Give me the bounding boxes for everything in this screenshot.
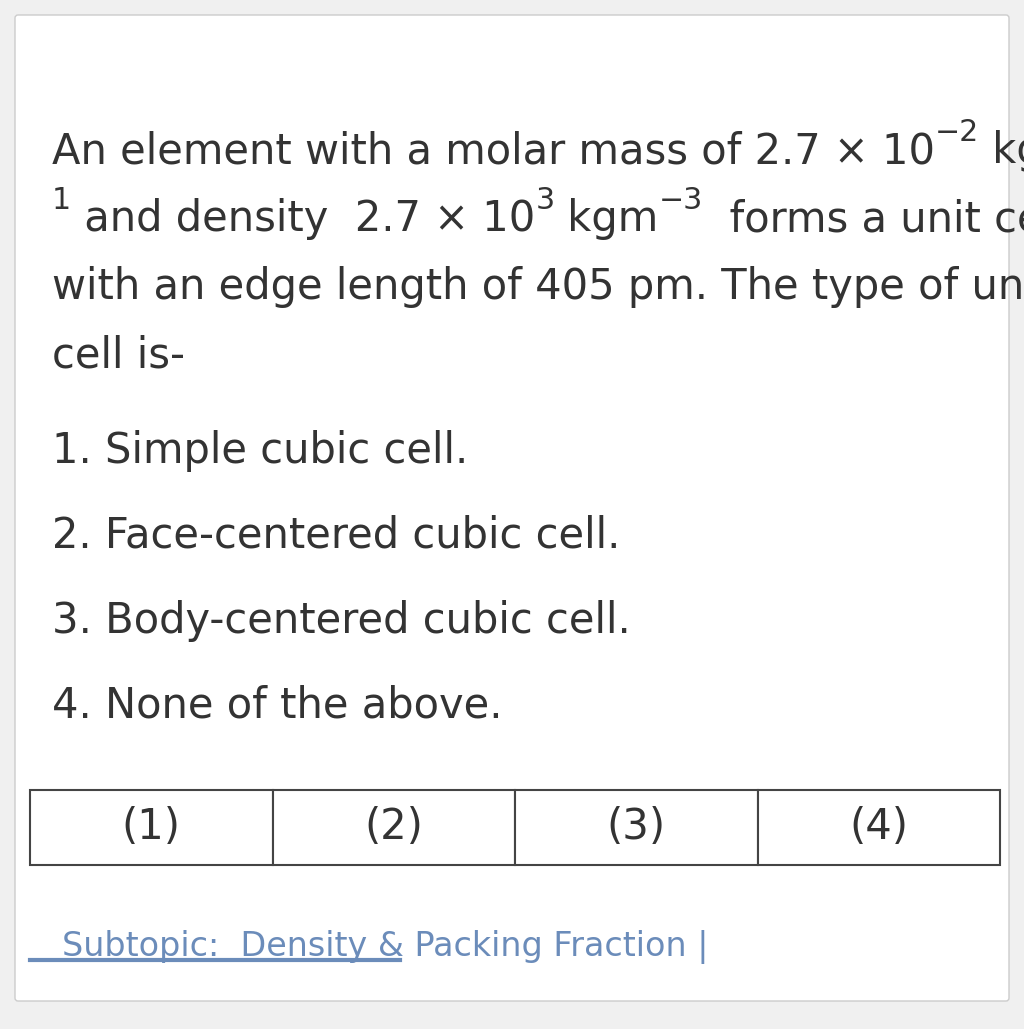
Text: 4. None of the above.: 4. None of the above. xyxy=(52,685,503,728)
Text: 1: 1 xyxy=(52,186,71,215)
Text: 3: 3 xyxy=(536,186,555,215)
Text: kgm: kgm xyxy=(555,198,658,240)
Text: −2: −2 xyxy=(935,118,979,147)
Text: An element with a molar mass of 2.7 × 10: An element with a molar mass of 2.7 × 10 xyxy=(52,130,935,172)
FancyBboxPatch shape xyxy=(15,15,1009,1001)
Text: 2. Face-centered cubic cell.: 2. Face-centered cubic cell. xyxy=(52,514,621,557)
Text: with an edge length of 405 pm. The type of unit: with an edge length of 405 pm. The type … xyxy=(52,267,1024,308)
Text: and density  2.7 × 10: and density 2.7 × 10 xyxy=(71,198,536,240)
Bar xyxy=(515,790,758,865)
Text: (4): (4) xyxy=(849,807,908,849)
Text: (1): (1) xyxy=(122,807,181,849)
Bar xyxy=(30,790,272,865)
Text: kgmol: kgmol xyxy=(979,130,1024,172)
Text: −3: −3 xyxy=(658,186,703,215)
Text: (2): (2) xyxy=(365,807,423,849)
Text: forms a unit cell: forms a unit cell xyxy=(703,198,1024,240)
Text: 3. Body-centered cubic cell.: 3. Body-centered cubic cell. xyxy=(52,600,631,642)
Text: Subtopic:  Density & Packing Fraction |: Subtopic: Density & Packing Fraction | xyxy=(62,930,709,964)
Text: 1. Simple cubic cell.: 1. Simple cubic cell. xyxy=(52,430,468,472)
Text: (3): (3) xyxy=(606,807,666,849)
Bar xyxy=(272,790,515,865)
Bar xyxy=(758,790,1000,865)
Text: cell is-: cell is- xyxy=(52,334,185,376)
